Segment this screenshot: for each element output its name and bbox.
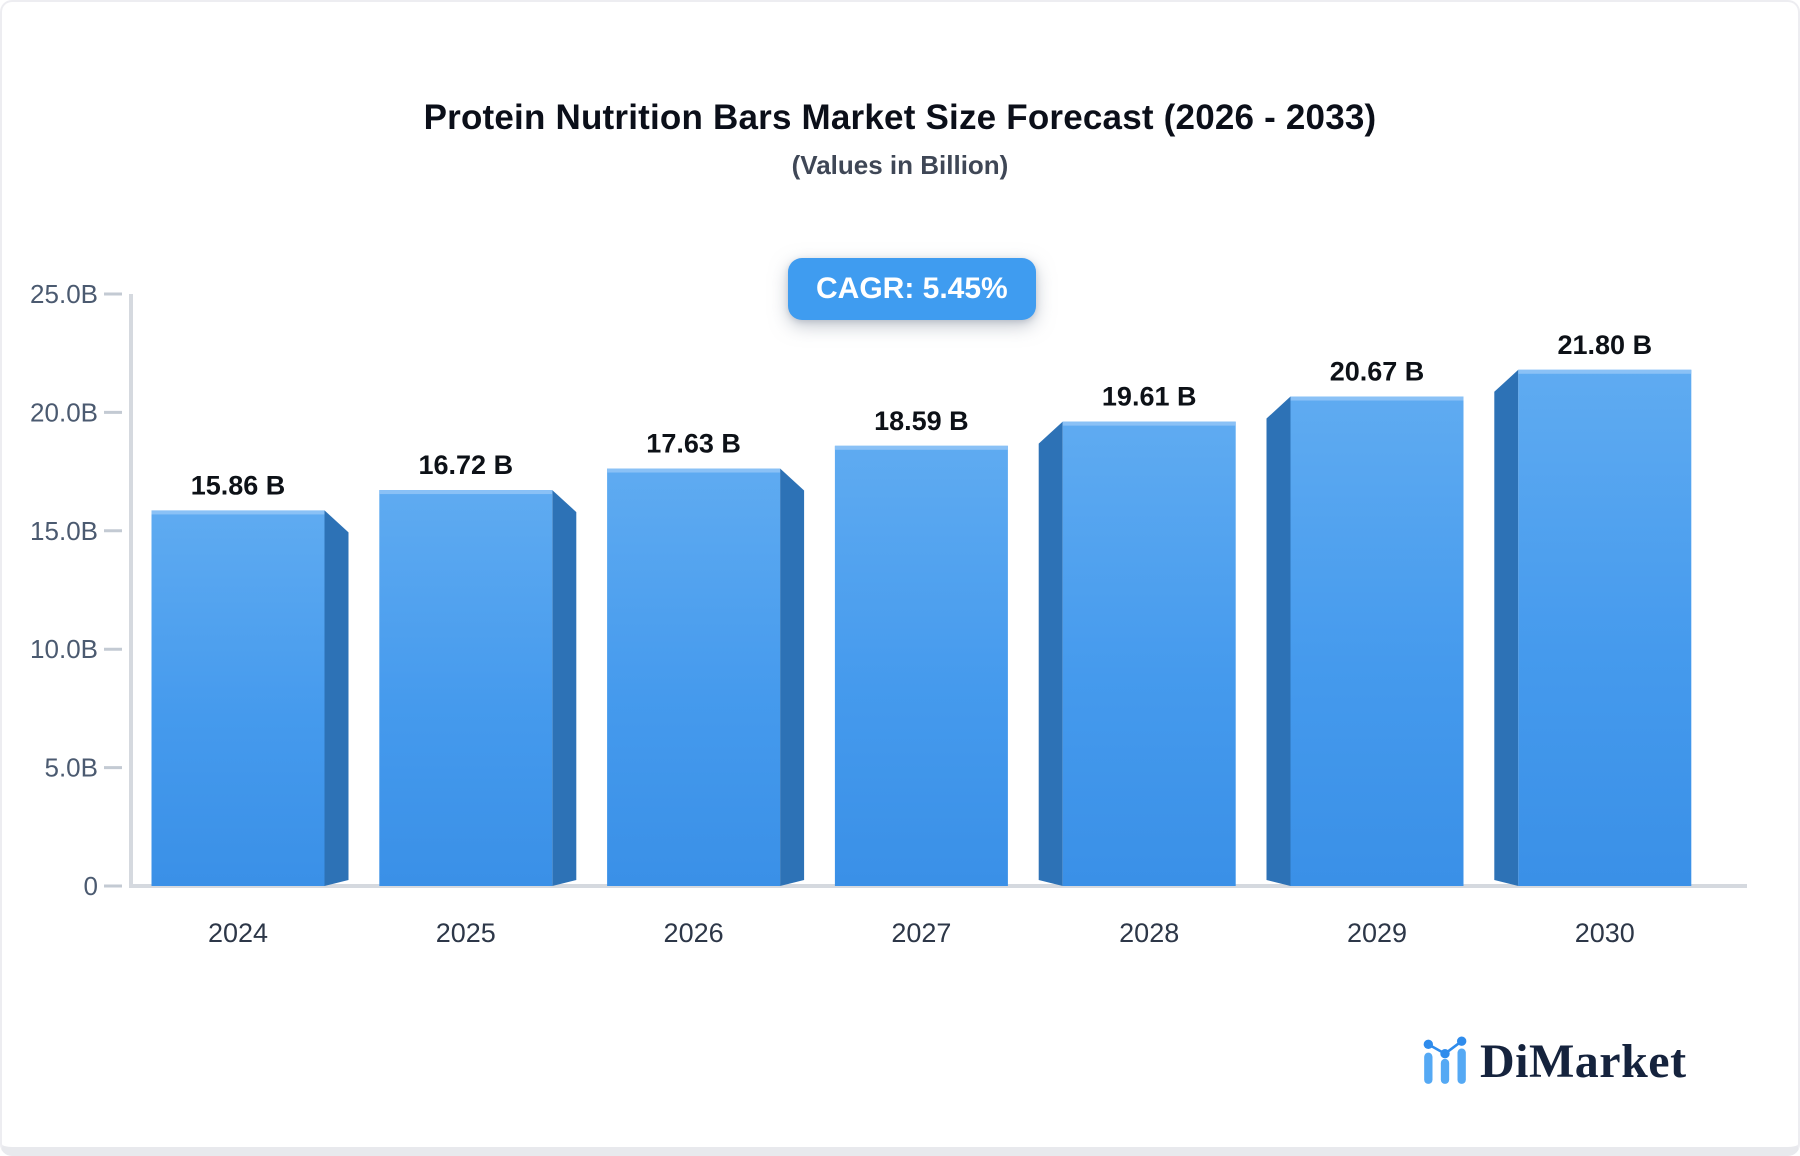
cagr-badge: CAGR: 5.45% (788, 258, 1036, 320)
bar-top-edge (1062, 421, 1236, 426)
bar-front (379, 490, 553, 886)
bar-top-edge (379, 490, 553, 495)
bar-top-edge (1290, 396, 1464, 401)
y-axis-line (129, 294, 133, 888)
bar-front (1290, 396, 1464, 886)
bar-front (151, 510, 325, 886)
bar-value-label: 19.61 B (1102, 382, 1197, 412)
x-axis-label: 2026 (664, 918, 724, 948)
y-axis-label: 0 (84, 871, 98, 901)
x-axis-label: 2028 (1119, 918, 1179, 948)
bar-top-edge (607, 468, 781, 473)
bar-group-2025: 16.72 B 2025 (379, 450, 577, 948)
bar-front (607, 468, 781, 886)
dimarket-bars-icon (1423, 1036, 1467, 1084)
y-axis-label: 15.0B (30, 516, 98, 546)
chart-subtitle: (Values in Billion) (791, 150, 1009, 180)
bar-top-edge (151, 510, 325, 515)
bar-front (1062, 421, 1236, 886)
bar-value-label: 20.67 B (1330, 357, 1425, 387)
chart-title: Protein Nutrition Bars Market Size Forec… (423, 98, 1377, 137)
bar-side (780, 468, 805, 886)
bar-front (1518, 369, 1692, 886)
bar-side (324, 510, 349, 886)
bar-group-2028: 19.61 B 2028 (1038, 382, 1236, 948)
y-axis-label: 10.0B (30, 634, 98, 664)
x-axis-label: 2029 (1347, 918, 1407, 948)
bar-value-label: 18.59 B (874, 406, 969, 436)
y-axis-label: 25.0B (30, 279, 98, 309)
bar-side (1494, 369, 1519, 886)
dimarket-logo-text: DiMarket (1480, 1035, 1687, 1088)
bar-side (552, 490, 577, 886)
bar-group-2027: 18.59 B 2027 (834, 406, 1008, 948)
x-axis-label: 2025 (436, 918, 496, 948)
bar-group-2026: 17.63 B 2026 (607, 429, 805, 948)
bar-group-2029: 20.67 B 2029 (1266, 357, 1464, 948)
bar-value-label: 21.80 B (1558, 330, 1653, 360)
y-axis-label: 20.0B (30, 397, 98, 427)
bar-value-label: 16.72 B (419, 450, 514, 480)
bar-value-label: 15.86 B (191, 470, 286, 500)
dimarket-logo: DiMarket (1422, 1036, 1687, 1086)
x-axis-label: 2024 (208, 918, 268, 948)
bar-side (1038, 421, 1063, 886)
bar-front (834, 445, 1008, 886)
bar-top-edge (834, 445, 1008, 450)
bar-group-2024: 15.86 B 2024 (151, 470, 349, 948)
bar-side (1266, 396, 1291, 886)
x-axis-label: 2030 (1575, 918, 1635, 948)
x-axis-label: 2027 (891, 918, 951, 948)
bar-top-edge (1518, 369, 1692, 374)
y-axis-label: 5.0B (45, 753, 99, 783)
bar-value-label: 17.63 B (646, 429, 741, 459)
bar-group-2030: 21.80 B 2030 (1494, 330, 1692, 948)
